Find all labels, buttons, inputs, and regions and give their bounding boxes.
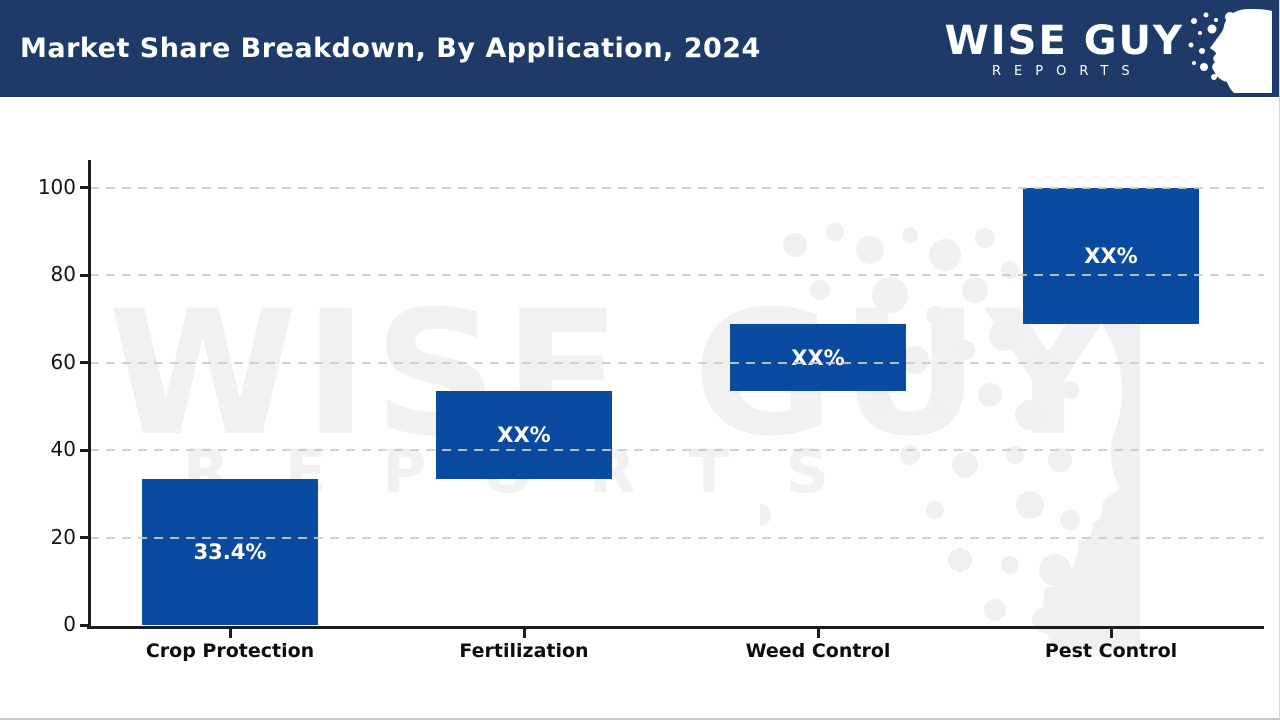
x-tick-1: [228, 628, 232, 638]
x-category-label: Weed Control: [745, 640, 891, 662]
gridline-60: [90, 361, 1264, 364]
y-tick-label-80: 80: [50, 262, 76, 286]
y-tick-40: [80, 448, 89, 452]
gridline-40: [90, 449, 1264, 451]
y-tick-80: [80, 273, 89, 277]
bar-crop-protection[interactable]: 33.4%: [142, 478, 318, 625]
bar-value-label: 33.4%: [193, 539, 267, 564]
y-tick-label-100: 100: [37, 174, 76, 199]
y-tick-label-40: 40: [50, 437, 76, 461]
brand-logo: WISE GUY REPORTS: [945, 6, 1272, 94]
gridline-100: [90, 186, 1264, 189]
page-title: Market Share Breakdown, By Application, …: [20, 33, 761, 64]
brand-face-icon: [1188, 9, 1272, 93]
y-tick-label-0: 0: [63, 612, 76, 636]
x-category-label: Fertilization: [459, 640, 589, 662]
y-tick-0: [80, 623, 89, 627]
y-tick-label-60: 60: [50, 349, 76, 374]
gridline-80: [90, 274, 1264, 276]
header-bar: Market Share Breakdown, By Application, …: [0, 0, 1279, 97]
brand-name: WISE GUY: [944, 18, 1184, 64]
bar-fertilization[interactable]: XX%: [436, 391, 612, 479]
x-tick-4: [1109, 628, 1113, 638]
x-axis-line: [87, 625, 1264, 629]
y-tick-20: [80, 536, 89, 539]
x-category-label: Pest Control: [1044, 640, 1178, 662]
bar-value-label: XX%: [791, 345, 845, 370]
bar-pest-control[interactable]: XX%: [1023, 187, 1199, 324]
gridline-20: [90, 536, 1264, 539]
watermark-face-dots: [760, 223, 1140, 650]
bar-value-label: XX%: [497, 423, 551, 448]
x-tick-2: [522, 628, 526, 638]
brand-logo-text: WISE GUY REPORTS: [945, 21, 1184, 79]
bar-weed-control[interactable]: XX%: [730, 324, 906, 392]
y-axis-line: [88, 160, 91, 629]
y-tick-label-20: 20: [50, 524, 76, 549]
y-tick-60: [80, 361, 89, 364]
bar-value-label: XX%: [1084, 243, 1138, 268]
y-tick-100: [80, 186, 89, 189]
x-category-label: Crop Protection: [145, 640, 315, 662]
brand-subname: REPORTS: [992, 64, 1143, 79]
x-tick-3: [816, 628, 820, 638]
